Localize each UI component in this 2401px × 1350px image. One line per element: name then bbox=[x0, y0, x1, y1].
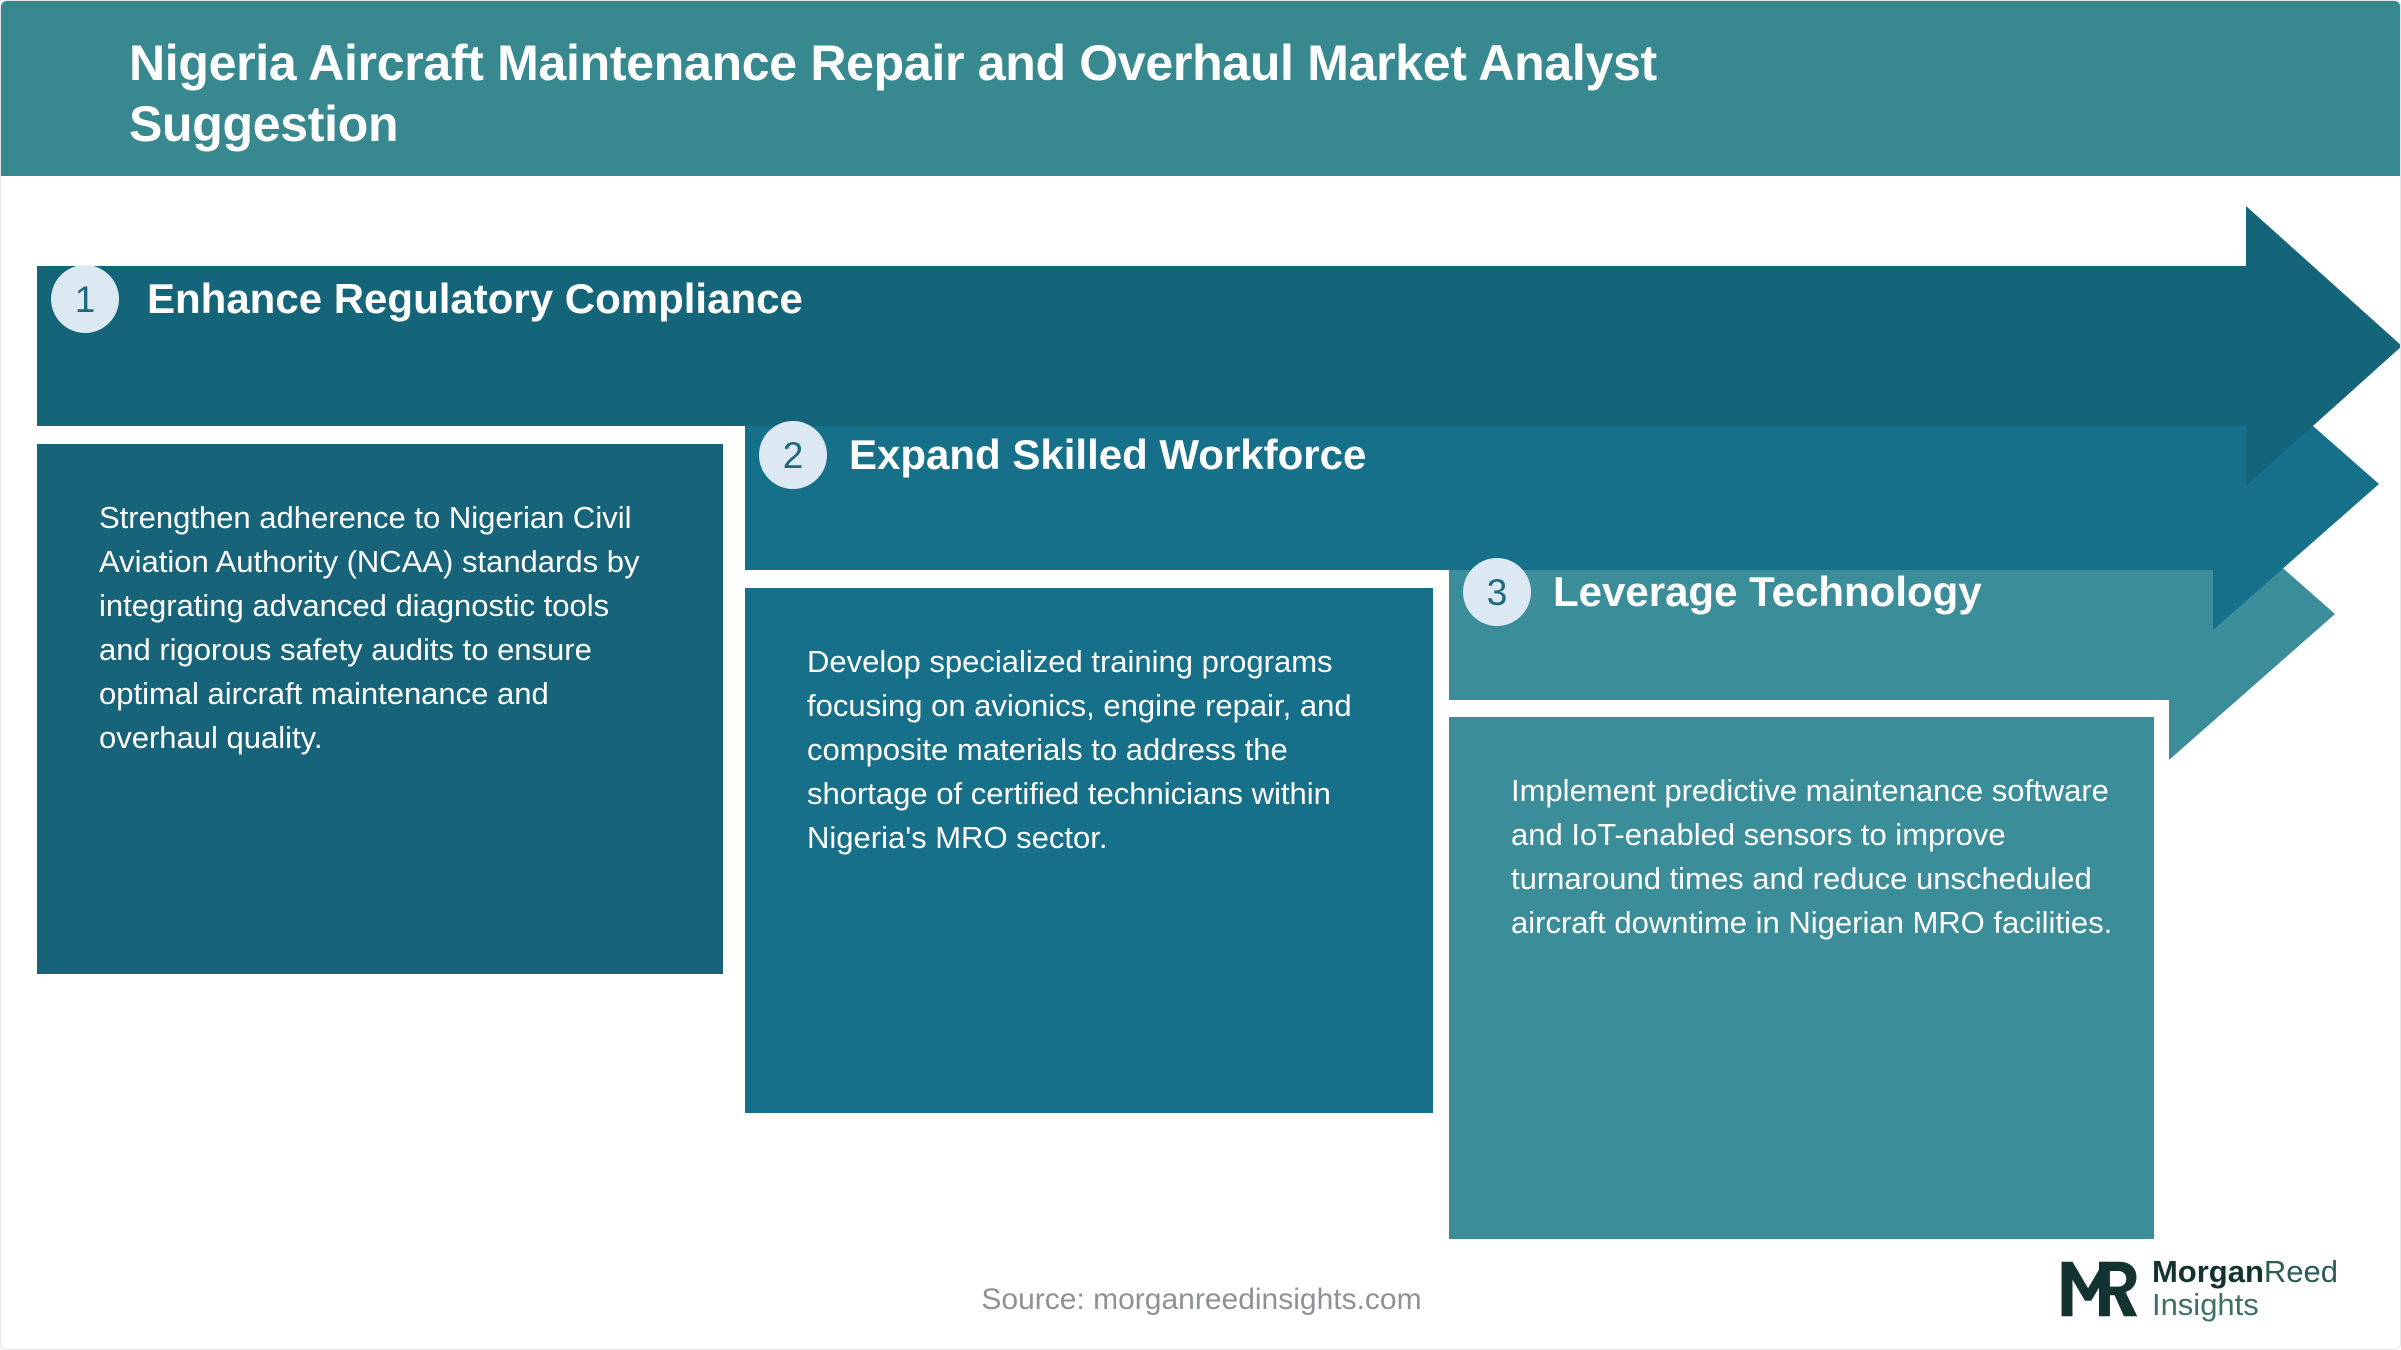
step-badge-2: 2 bbox=[759, 421, 827, 489]
logo-name-line: MorganReed bbox=[2151, 1254, 2338, 1289]
step-card-3: Implement predictive maintenance softwar… bbox=[1449, 717, 2154, 1239]
logo-name-bold: Morgan bbox=[2151, 1254, 2264, 1289]
step-number-1: 1 bbox=[74, 278, 96, 320]
logo-wordmark: MorganReed Insights bbox=[2151, 1254, 2338, 1322]
step-number-3: 3 bbox=[1486, 571, 1508, 613]
step-body-2: Develop specialized training programs fo… bbox=[807, 644, 1352, 856]
brand-logo: MorganReed Insights bbox=[2060, 1254, 2338, 1322]
logo-name-light: Reed bbox=[2263, 1254, 2338, 1289]
step-number-2: 2 bbox=[782, 434, 804, 476]
step-body-3: Implement predictive maintenance softwar… bbox=[1511, 773, 2113, 941]
step-title-2: Expand Skilled Workforce bbox=[849, 431, 1367, 478]
step-badge-1: 1 bbox=[51, 265, 119, 333]
step-body-1: Strengthen adherence to Nigerian Civil A… bbox=[99, 500, 640, 756]
step-card-1: Strengthen adherence to Nigerian Civil A… bbox=[37, 444, 723, 974]
mr-monogram-icon bbox=[2061, 1261, 2138, 1316]
step-title-1: Enhance Regulatory Compliance bbox=[147, 275, 803, 322]
logo-subtitle: Insights bbox=[2151, 1286, 2259, 1322]
step-badge-3: 3 bbox=[1463, 558, 1531, 626]
source-label: Source: morganreedinsights.com bbox=[981, 1283, 1422, 1316]
step-card-2: Develop specialized training programs fo… bbox=[745, 588, 1433, 1113]
page-header: Nigeria Aircraft Maintenance Repair and … bbox=[1, 1, 2400, 176]
page-title: Nigeria Aircraft Maintenance Repair and … bbox=[129, 35, 1657, 152]
step-title-3: Leverage Technology bbox=[1553, 568, 1982, 615]
